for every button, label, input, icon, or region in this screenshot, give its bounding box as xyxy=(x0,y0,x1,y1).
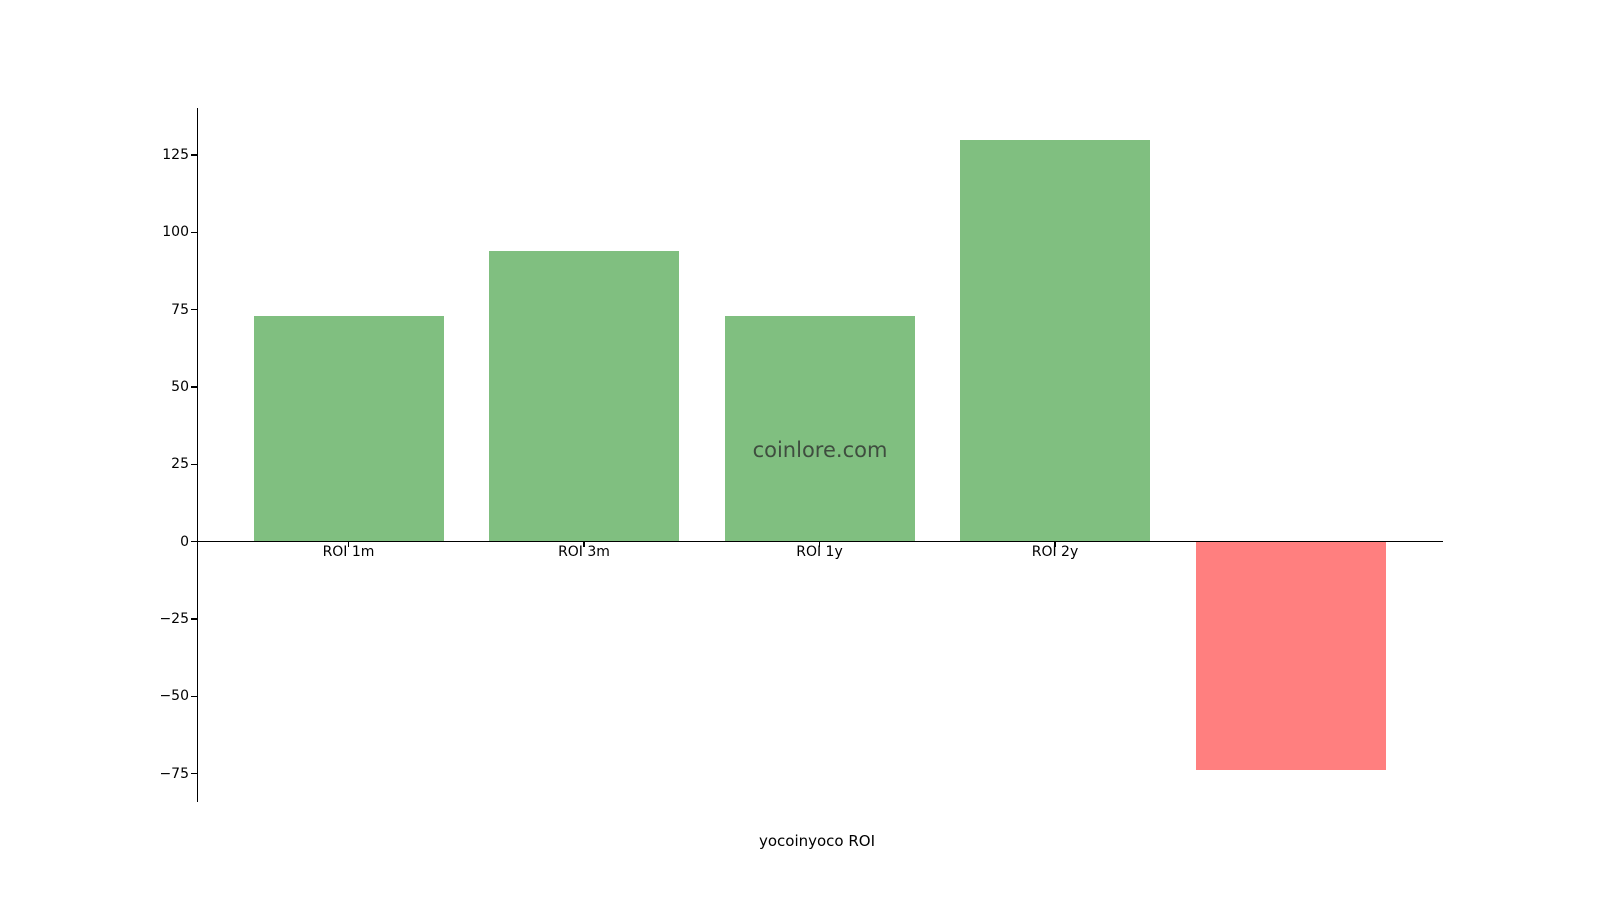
y-tick-label: −75 xyxy=(159,765,189,782)
y-tick-label: 100 xyxy=(162,224,189,241)
x-tick-label: ROI 2y xyxy=(1031,543,1079,560)
x-tick-mark xyxy=(1054,541,1056,547)
y-tick-label: 50 xyxy=(171,378,189,395)
watermark-text: coinlore.com xyxy=(752,438,888,462)
y-tick-mark xyxy=(190,463,197,465)
x-tick-mark xyxy=(818,541,821,547)
bar-roi-1y xyxy=(724,315,915,542)
x-tick-mark xyxy=(583,541,585,547)
y-tick-mark xyxy=(190,618,197,620)
y-tick-mark xyxy=(190,308,197,311)
y-tick-label: 25 xyxy=(171,456,189,473)
y-tick-label: 75 xyxy=(171,301,189,318)
y-tick-label: 0 xyxy=(180,533,189,550)
x-tick-label: ROI 3m xyxy=(558,543,610,560)
bar-roi-2y xyxy=(960,139,1150,542)
y-axis-line xyxy=(196,108,198,802)
y-tick-label: 125 xyxy=(162,147,189,163)
x-axis-line xyxy=(198,540,1443,543)
x-tick-label: ROI 1m xyxy=(322,543,375,560)
y-tick-mark xyxy=(190,695,197,697)
bar-unlabeled-5 xyxy=(1195,541,1386,771)
x-axis-title: yocoinyoco ROI xyxy=(758,832,876,850)
x-tick-label: ROI 1y xyxy=(796,543,843,560)
x-tick-mark xyxy=(347,541,350,547)
y-tick-label: −25 xyxy=(159,610,189,627)
bar-roi-1m xyxy=(253,315,444,542)
y-tick-mark xyxy=(190,231,197,233)
y-tick-mark xyxy=(190,772,197,775)
y-tick-mark xyxy=(190,386,197,388)
y-tick-mark xyxy=(190,540,197,543)
y-tick-label: −50 xyxy=(159,688,189,705)
y-tick-mark xyxy=(190,154,197,156)
bar-roi-3m xyxy=(489,250,679,542)
